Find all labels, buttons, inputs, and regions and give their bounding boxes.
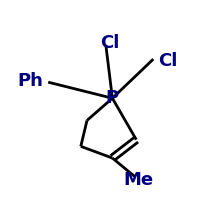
Text: Cl: Cl <box>158 52 178 70</box>
Text: Me: Me <box>124 171 154 189</box>
Text: Ph: Ph <box>17 72 43 89</box>
Text: P: P <box>106 89 119 107</box>
Text: Cl: Cl <box>100 34 120 52</box>
